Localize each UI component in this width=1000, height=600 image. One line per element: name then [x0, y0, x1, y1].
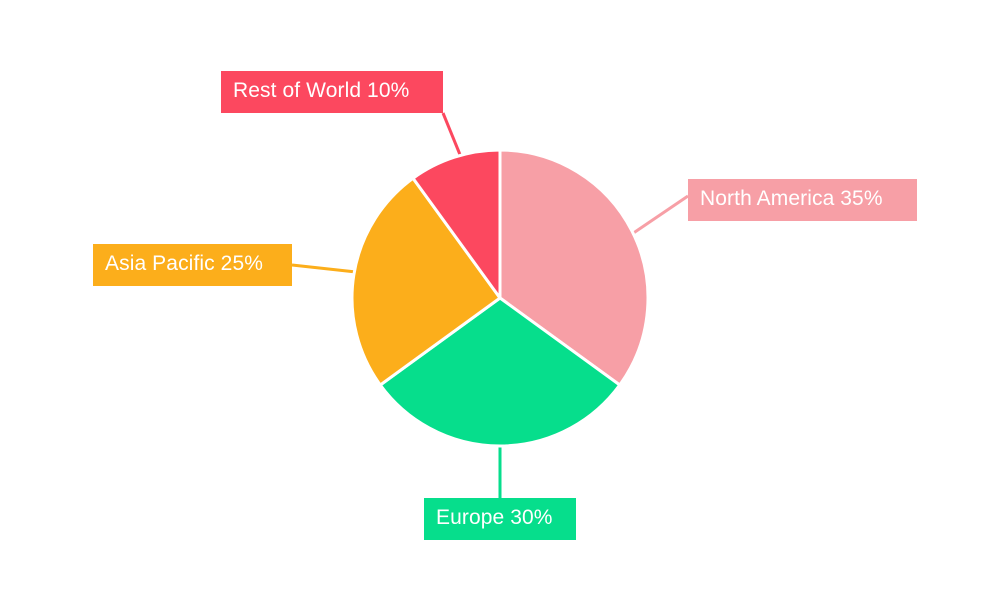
leader-line: [441, 112, 465, 163]
pie-slice[interactable]: [498, 148, 650, 387]
pie-slice-label[interactable]: Asia Pacific 25%: [93, 244, 292, 286]
pie-slice-group: [350, 148, 650, 448]
leader-line: [631, 194, 689, 236]
pie-slice-label[interactable]: North America 35%: [688, 179, 917, 221]
pie-slice[interactable]: [350, 176, 502, 387]
leader-line-group: [291, 112, 689, 498]
leader-line: [291, 263, 357, 274]
pie-slice[interactable]: [378, 296, 622, 448]
pie-slice-label[interactable]: Rest of World 10%: [221, 71, 443, 113]
pie-slice-label[interactable]: Europe 30%: [424, 498, 576, 540]
pie-slice[interactable]: [411, 148, 502, 300]
